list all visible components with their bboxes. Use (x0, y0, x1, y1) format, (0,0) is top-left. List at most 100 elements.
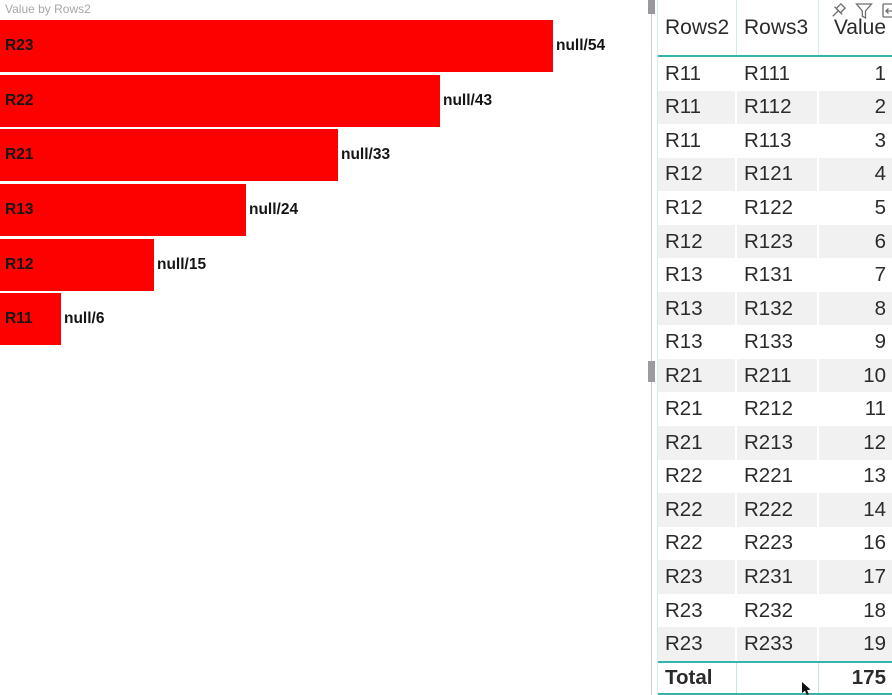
value-cell[interactable]: 18 (863, 598, 886, 622)
text-cell[interactable]: R13 (658, 291, 737, 326)
scrollbar-track[interactable] (651, 0, 652, 695)
bar[interactable]: R13 (0, 184, 246, 237)
bar[interactable]: R23 (0, 20, 553, 72)
text-cell[interactable]: R121 (737, 157, 819, 192)
bar[interactable]: R12 (0, 238, 154, 291)
value-cell[interactable]: 1 (874, 61, 886, 85)
value-cell[interactable]: 13 (863, 464, 886, 488)
text-cell[interactable]: R23 (658, 627, 737, 661)
bar-data-label: null/24 (249, 201, 299, 219)
text-cell[interactable]: R111 (737, 57, 819, 91)
text-cell[interactable]: R212 (737, 392, 819, 427)
value-cell[interactable]: 17 (863, 564, 886, 588)
value-cell[interactable]: 9 (874, 330, 886, 354)
text-cell[interactable]: R12 (658, 191, 737, 225)
text-cell[interactable]: R13 (658, 258, 737, 292)
bar-data-label: null/54 (556, 37, 606, 54)
text-cell[interactable]: R13 (658, 325, 737, 359)
text-cell[interactable]: R233 (737, 627, 819, 661)
scrollbar-top-nub[interactable] (648, 0, 655, 14)
table-row[interactable]: R12 R123 6 (658, 224, 892, 259)
table-row[interactable]: R11 R112 2 (658, 90, 892, 125)
text-cell[interactable]: R22 (658, 493, 737, 527)
value-cell[interactable]: 8 (874, 296, 886, 320)
bar[interactable]: R21 (0, 129, 338, 182)
bar-row-r13[interactable]: R13 null/24 (0, 184, 625, 237)
bar[interactable]: R22 (0, 74, 440, 127)
text-cell[interactable]: R11 (658, 90, 737, 125)
text-cell[interactable]: R22 (658, 526, 737, 561)
table-row[interactable]: R22 R222 14 (658, 493, 892, 527)
table-body: R11 R111 1 R11 R112 2 R11 R113 3 R12 R121 4 R12 R122 5… (658, 57, 892, 661)
table-row[interactable]: R23 R231 17 (658, 560, 892, 594)
bar-row-r22[interactable]: R22 null/43 (0, 74, 625, 127)
text-cell[interactable]: R22 (658, 459, 737, 494)
text-cell[interactable]: R23 (658, 560, 737, 594)
text-cell[interactable]: R123 (737, 224, 819, 259)
text-cell[interactable]: R213 (737, 426, 819, 460)
bar-row-r11[interactable]: R11 null/6 (0, 293, 625, 346)
table-row[interactable]: R13 R131 7 (658, 258, 892, 292)
table-row[interactable]: R23 R233 19 (658, 627, 892, 661)
bar-row-r23[interactable]: R23 null/54 (0, 20, 625, 72)
value-cell[interactable]: 16 (863, 531, 886, 555)
table-row[interactable]: R13 R132 8 (658, 291, 892, 326)
filter-icon[interactable] (853, 1, 875, 26)
table-row[interactable]: R21 R211 10 (658, 358, 892, 393)
pin-icon[interactable] (826, 1, 848, 28)
text-cell[interactable]: R12 (658, 224, 737, 259)
text-cell[interactable]: R21 (658, 358, 737, 393)
table-row[interactable]: R12 R122 5 (658, 191, 892, 225)
text-cell[interactable]: R223 (737, 526, 819, 561)
table-row[interactable]: R22 R221 13 (658, 459, 892, 494)
value-cell[interactable]: 11 (864, 397, 886, 421)
bar-row-r12[interactable]: R12 null/15 (0, 238, 625, 291)
table-row[interactable]: R21 R212 11 (658, 392, 892, 427)
value-cell[interactable]: 6 (874, 229, 886, 253)
table-row[interactable]: R11 R113 3 (658, 124, 892, 158)
text-cell[interactable]: R131 (737, 258, 819, 292)
value-cell[interactable]: 3 (874, 128, 886, 152)
text-cell[interactable]: R231 (737, 560, 819, 594)
text-cell[interactable]: R221 (737, 459, 819, 494)
text-cell[interactable]: R23 (658, 593, 737, 628)
text-cell[interactable]: R21 (658, 392, 737, 427)
text-cell[interactable]: R132 (737, 291, 819, 326)
text-cell[interactable]: R222 (737, 493, 819, 527)
text-cell[interactable]: R211 (737, 358, 819, 393)
text-cell[interactable]: R12 (658, 157, 737, 192)
value-cell[interactable]: 14 (863, 497, 886, 521)
text-cell[interactable]: R21 (658, 426, 737, 460)
bar-data-label: null/43 (443, 91, 493, 109)
bar-row-r21[interactable]: R21 null/33 (0, 129, 625, 182)
value-cell[interactable]: 12 (863, 430, 886, 454)
text-cell[interactable]: R133 (737, 325, 819, 359)
value-cell[interactable]: 5 (874, 195, 886, 219)
value-cell[interactable]: 7 (874, 263, 886, 287)
value-cell[interactable]: 4 (874, 162, 886, 186)
table-row[interactable]: R12 R121 4 (658, 157, 892, 192)
column-header-value[interactable]: Value (833, 15, 886, 39)
table-row[interactable]: R21 R213 12 (658, 426, 892, 460)
text-cell[interactable]: R11 (658, 124, 737, 158)
table-row[interactable]: R13 R133 9 (658, 325, 892, 359)
table-row[interactable]: R22 R223 16 (658, 526, 892, 561)
value-cell[interactable]: 10 (863, 363, 886, 387)
total-value: 175 (851, 665, 886, 689)
bar[interactable]: R11 (0, 293, 61, 346)
text-cell[interactable]: R11 (658, 57, 737, 91)
table-header-row: Rows2 Rows3 Value (658, 0, 892, 57)
text-cell[interactable]: R232 (737, 593, 819, 628)
text-cell[interactable]: R113 (737, 124, 819, 158)
table-row[interactable]: R23 R232 18 (658, 593, 892, 628)
column-header-rows3[interactable]: Rows3 (737, 0, 819, 55)
text-cell[interactable]: R112 (737, 90, 819, 125)
table-row[interactable]: R11 R111 1 (658, 57, 892, 91)
value-cell[interactable]: 19 (863, 632, 886, 656)
focus-mode-icon[interactable] (881, 1, 892, 26)
text-cell[interactable]: R122 (737, 191, 819, 225)
column-header-rows2[interactable]: Rows2 (658, 0, 737, 55)
table-total-row: Total 175 (658, 660, 892, 695)
value-cell[interactable]: 2 (874, 95, 886, 119)
scrollbar-thumb[interactable] (648, 361, 655, 382)
